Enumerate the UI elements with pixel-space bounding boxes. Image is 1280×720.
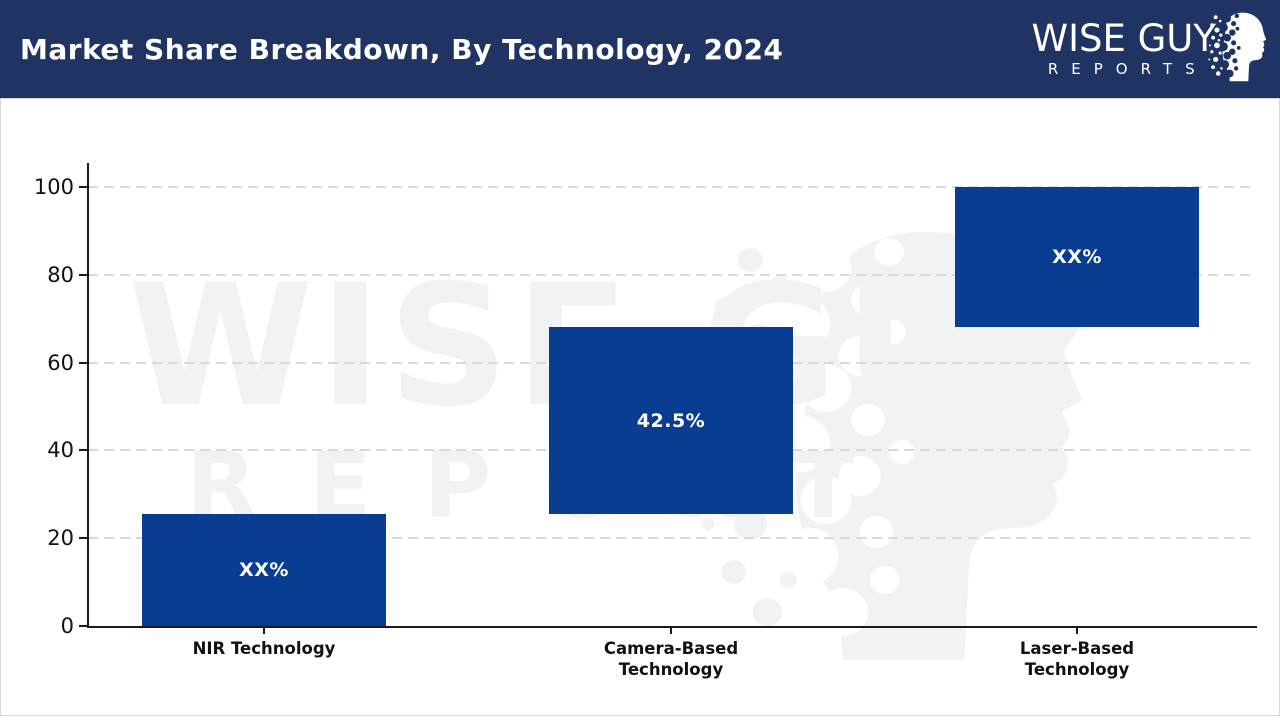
page-title: Market Share Breakdown, By Technology, 2… <box>20 33 784 66</box>
y-axis-tick <box>79 273 87 276</box>
gridline-80 <box>88 273 1256 276</box>
logo-subtext: REPORTS <box>1047 60 1208 79</box>
y-tick-label: 40 <box>47 438 74 463</box>
logo-face-icon <box>1208 12 1267 82</box>
y-axis-tick <box>79 449 87 452</box>
x-axis-tick <box>670 628 672 634</box>
x-axis-line <box>87 626 1257 628</box>
bar-value-label: 42.5% <box>636 409 706 432</box>
x-axis-tick <box>263 628 265 634</box>
y-tick-label: 60 <box>47 350 74 375</box>
x-axis-tick <box>1076 628 1078 634</box>
gridline-100 <box>88 186 1256 188</box>
bar-nir-technology: XX% <box>142 514 386 626</box>
bar-camera-based-technology: 42.5% <box>549 327 793 515</box>
y-tick-label: 80 <box>47 262 74 287</box>
header: Market Share Breakdown, By Technology, 2… <box>0 0 1280 98</box>
y-axis-tick <box>79 186 87 188</box>
y-tick-label: 20 <box>47 526 74 551</box>
y-axis-tick <box>79 361 87 364</box>
gridline-20 <box>88 537 1256 540</box>
bar-value-label: XX% <box>1052 246 1102 269</box>
y-axis-line <box>87 163 89 628</box>
y-tick-label: 0 <box>60 614 74 638</box>
y-tick-label: 100 <box>33 175 74 199</box>
x-tick-label: Camera-Based Technology <box>603 639 739 679</box>
x-tick-label: Laser-Based Technology <box>1019 639 1135 679</box>
logo-wordmark: WISE GUY <box>1031 16 1216 60</box>
y-axis-tick <box>79 537 87 540</box>
logo: WISE GUY REPORTS <box>1032 8 1272 84</box>
y-axis-tick <box>79 625 87 627</box>
logo-text: WISE GUY REPORTS <box>1031 16 1216 79</box>
bar-value-label: XX% <box>239 559 289 582</box>
x-tick-label: NIR Technology <box>192 639 336 658</box>
bar-laser-based-technology: XX% <box>955 187 1199 328</box>
